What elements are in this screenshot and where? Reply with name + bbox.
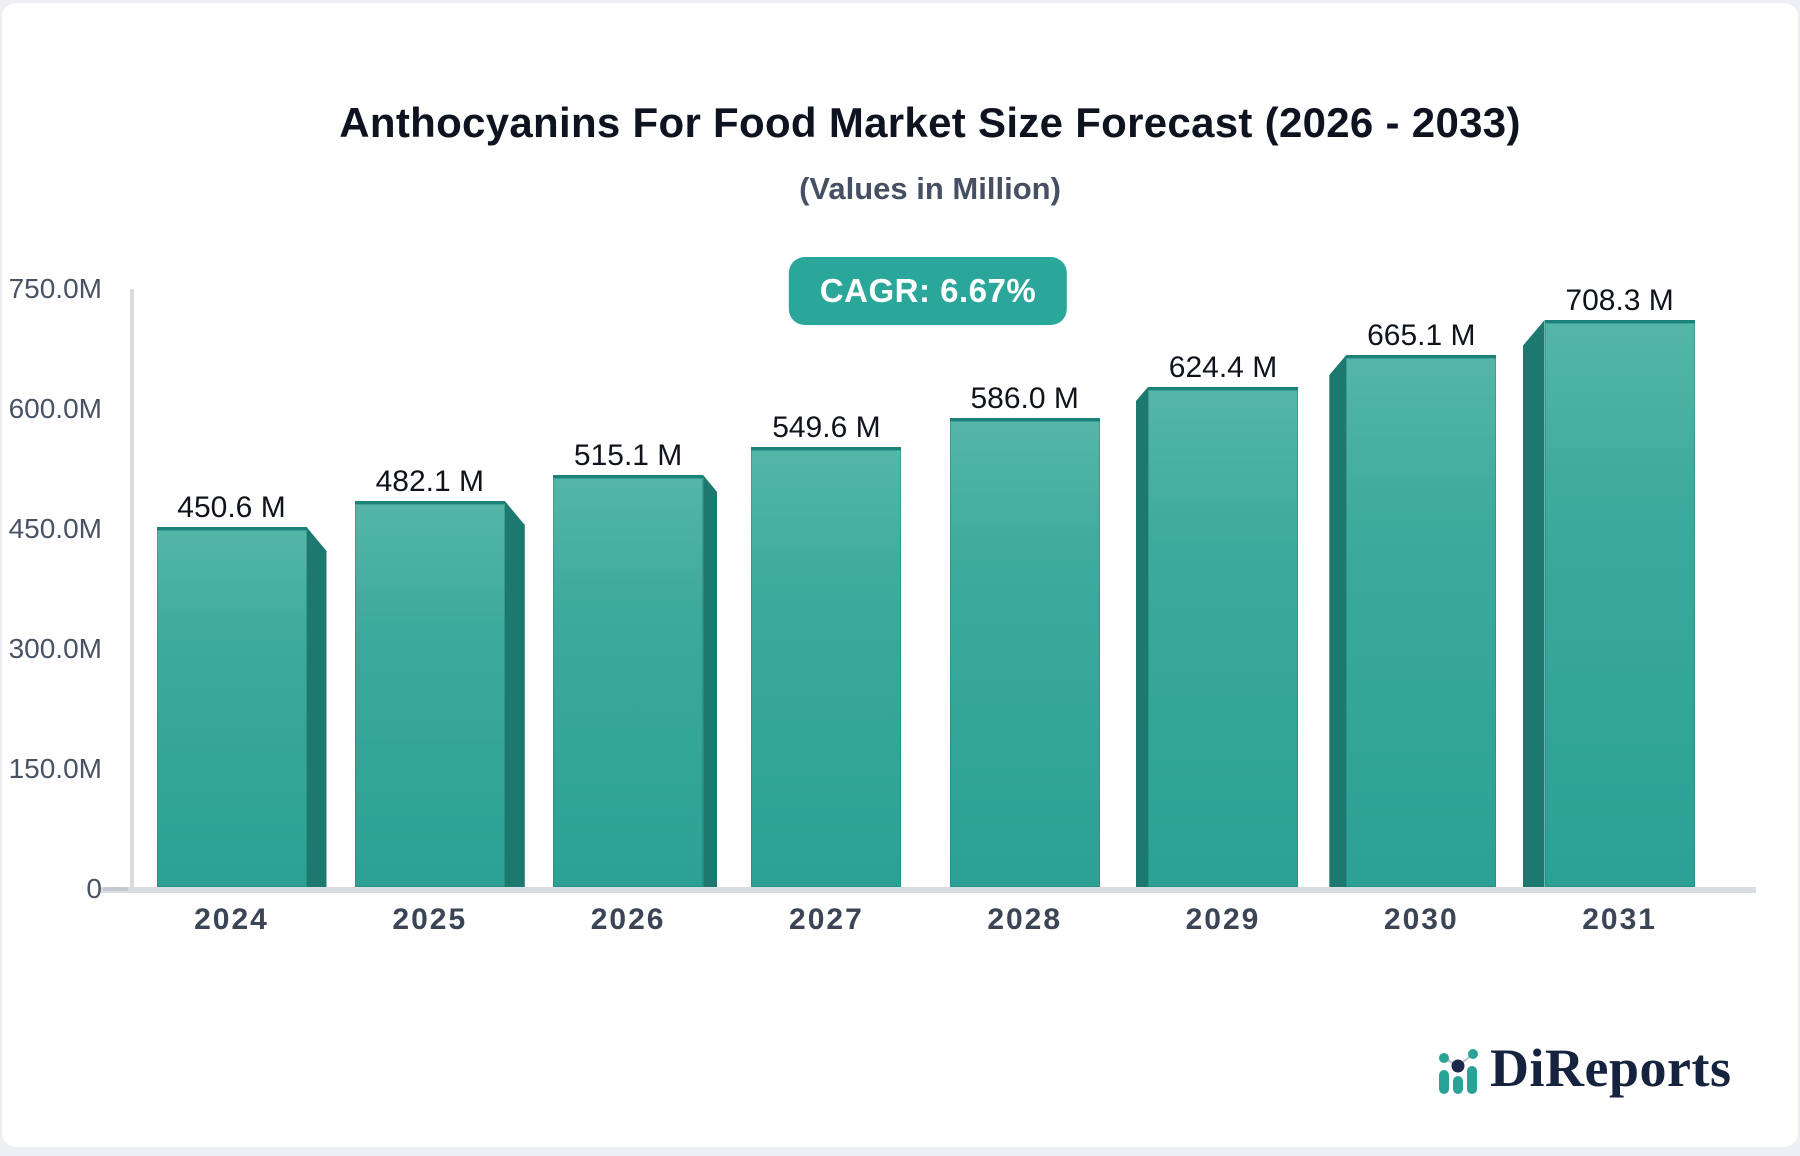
y-tick-label: 600.0M <box>8 393 102 424</box>
x-tick-label: 2031 <box>1582 903 1657 936</box>
y-tick-label: 450.0M <box>8 513 102 544</box>
cagr-label: CAGR: 6.67% <box>819 272 1037 309</box>
y-axis-line <box>130 289 134 889</box>
bar-value-label: 586.0 M <box>970 382 1079 415</box>
x-tick-label: 2030 <box>1383 903 1459 936</box>
bar-3d-side <box>703 475 718 887</box>
bar-3d-side <box>1329 355 1347 887</box>
cagr-badge: CAGR: 6.67% <box>788 257 1068 325</box>
bar-value-label: 624.4 M <box>1168 351 1278 384</box>
x-tick-label: 2024 <box>194 903 269 936</box>
x-tick-label: 2028 <box>987 903 1063 936</box>
bar-value-label: 450.6 M <box>177 491 286 524</box>
y-tick-label: 750.0M <box>8 273 102 304</box>
plot-area: 750.0M 600.0M 450.0M 300.0M 150.0M 0 450.6 M 20… <box>2 3 1798 1147</box>
bar <box>1148 387 1298 887</box>
x-tick-label: 2025 <box>392 903 468 936</box>
bar-value-label: 665.1 M <box>1367 319 1476 352</box>
bar-3d-side <box>504 501 525 887</box>
zero-tick-mark <box>103 887 128 891</box>
x-tick-label: 2029 <box>1185 903 1261 936</box>
bar <box>1346 355 1497 887</box>
bar-chart-logo-icon <box>1439 1049 1478 1094</box>
brand-name: DiReports <box>1490 1038 1732 1098</box>
chart-subtitle: (Values in Million) <box>799 171 1061 206</box>
bar-3d-side <box>1136 387 1148 887</box>
brand-logo: DiReports <box>1436 1041 1731 1095</box>
x-tick-label: 2026 <box>590 903 666 936</box>
bar-3d-side <box>1522 320 1545 887</box>
y-tick-label: 300.0M <box>8 633 102 664</box>
bar-3d-side <box>306 527 327 887</box>
bar <box>553 475 704 887</box>
y-tick-label: 0 <box>86 873 102 904</box>
chart-title: Anthocyanins For Food Market Size Foreca… <box>339 99 1521 146</box>
bar-value-label: 482.1 M <box>375 465 484 498</box>
bar <box>156 527 307 887</box>
bar-value-label: 708.3 M <box>1565 284 1674 317</box>
bar-value-label: 515.1 M <box>573 439 683 472</box>
bar <box>1544 320 1695 887</box>
bar <box>751 447 902 887</box>
bar <box>949 418 1100 887</box>
x-tick-label: 2027 <box>789 903 864 936</box>
y-tick-label: 150.0M <box>8 753 102 784</box>
x-axis-baseline <box>100 887 1756 893</box>
chart-card: Anthocyanins For Food Market Size Foreca… <box>2 3 1798 1147</box>
bar <box>354 501 505 887</box>
bar-value-label: 549.6 M <box>772 411 881 444</box>
